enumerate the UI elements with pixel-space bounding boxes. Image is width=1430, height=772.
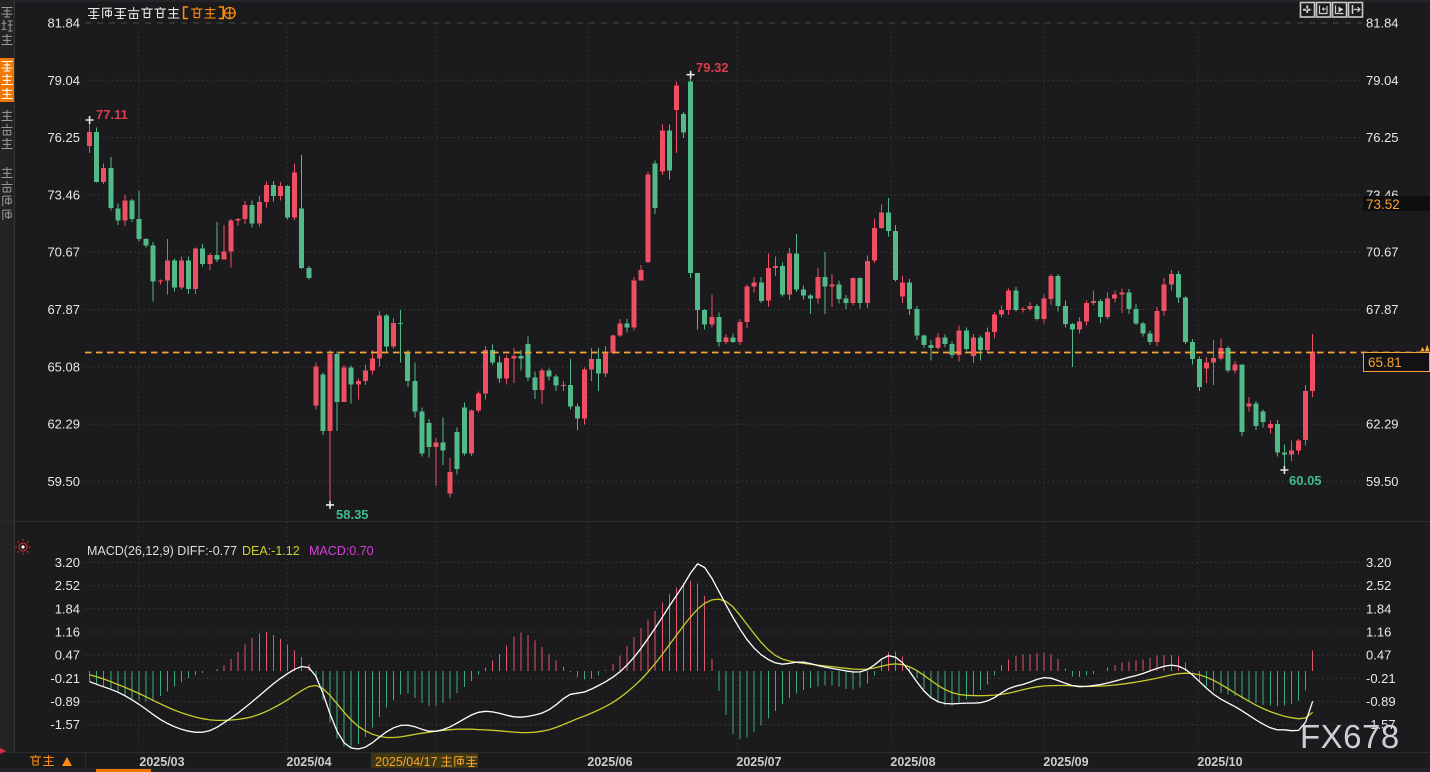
svg-text:79.32: 79.32 [696, 60, 729, 75]
svg-text:73.46: 73.46 [47, 187, 80, 202]
svg-text:-0.21: -0.21 [50, 671, 80, 686]
svg-text:2025/08: 2025/08 [890, 755, 935, 769]
svg-text:1.84: 1.84 [55, 601, 80, 616]
svg-text:62.29: 62.29 [47, 417, 80, 432]
svg-text:DEA:-1.12: DEA:-1.12 [242, 544, 300, 558]
svg-text:70.67: 70.67 [47, 245, 80, 260]
svg-text:81.84: 81.84 [1366, 16, 1399, 31]
svg-text:79.04: 79.04 [1366, 73, 1399, 88]
svg-text:77.11: 77.11 [96, 107, 128, 122]
svg-text:58.35: 58.35 [336, 507, 369, 522]
svg-text:79.04: 79.04 [47, 73, 80, 88]
svg-text:3.20: 3.20 [55, 555, 80, 570]
svg-text:0.47: 0.47 [1366, 648, 1391, 663]
svg-text:2025/06: 2025/06 [587, 755, 632, 769]
svg-text:0.47: 0.47 [55, 648, 80, 663]
svg-text:1.16: 1.16 [55, 625, 80, 640]
svg-text:-0.21: -0.21 [1366, 671, 1396, 686]
svg-text:76.25: 76.25 [1366, 130, 1399, 145]
svg-text:2025/04/17: 2025/04/17 [375, 755, 438, 769]
svg-text:2025/09: 2025/09 [1043, 755, 1088, 769]
svg-text:3.20: 3.20 [1366, 555, 1391, 570]
svg-text:67.87: 67.87 [1366, 302, 1399, 317]
svg-text:-1.57: -1.57 [50, 717, 80, 732]
svg-text:FX678: FX678 [1300, 718, 1400, 755]
svg-text:1.84: 1.84 [1366, 601, 1391, 616]
svg-text:60.05: 60.05 [1289, 473, 1322, 488]
svg-text:2.52: 2.52 [55, 578, 80, 593]
svg-text:62.29: 62.29 [1366, 417, 1399, 432]
svg-text:81.84: 81.84 [47, 16, 80, 31]
svg-text:2025/10: 2025/10 [1197, 755, 1242, 769]
svg-text:59.50: 59.50 [47, 474, 80, 489]
svg-text:2.52: 2.52 [1366, 578, 1391, 593]
svg-text:2025/07: 2025/07 [736, 755, 781, 769]
svg-text:70.67: 70.67 [1366, 245, 1399, 260]
svg-text:-0.89: -0.89 [1366, 694, 1396, 709]
svg-text:67.87: 67.87 [47, 302, 80, 317]
svg-text:MACD(26,12,9) DIFF:-0.77: MACD(26,12,9) DIFF:-0.77 [87, 544, 237, 558]
svg-text:1.16: 1.16 [1366, 625, 1391, 640]
svg-text:65.81: 65.81 [1368, 355, 1402, 370]
svg-text:65.08: 65.08 [47, 359, 80, 374]
svg-text:2025/04: 2025/04 [286, 755, 331, 769]
svg-text:2025/03: 2025/03 [139, 755, 184, 769]
svg-text:MACD:0.70: MACD:0.70 [309, 544, 374, 558]
svg-text:73.52: 73.52 [1366, 197, 1400, 212]
svg-text:59.50: 59.50 [1366, 474, 1399, 489]
svg-text:-1.57: -1.57 [1366, 717, 1396, 732]
svg-text:-0.89: -0.89 [50, 694, 80, 709]
svg-text:76.25: 76.25 [47, 130, 80, 145]
